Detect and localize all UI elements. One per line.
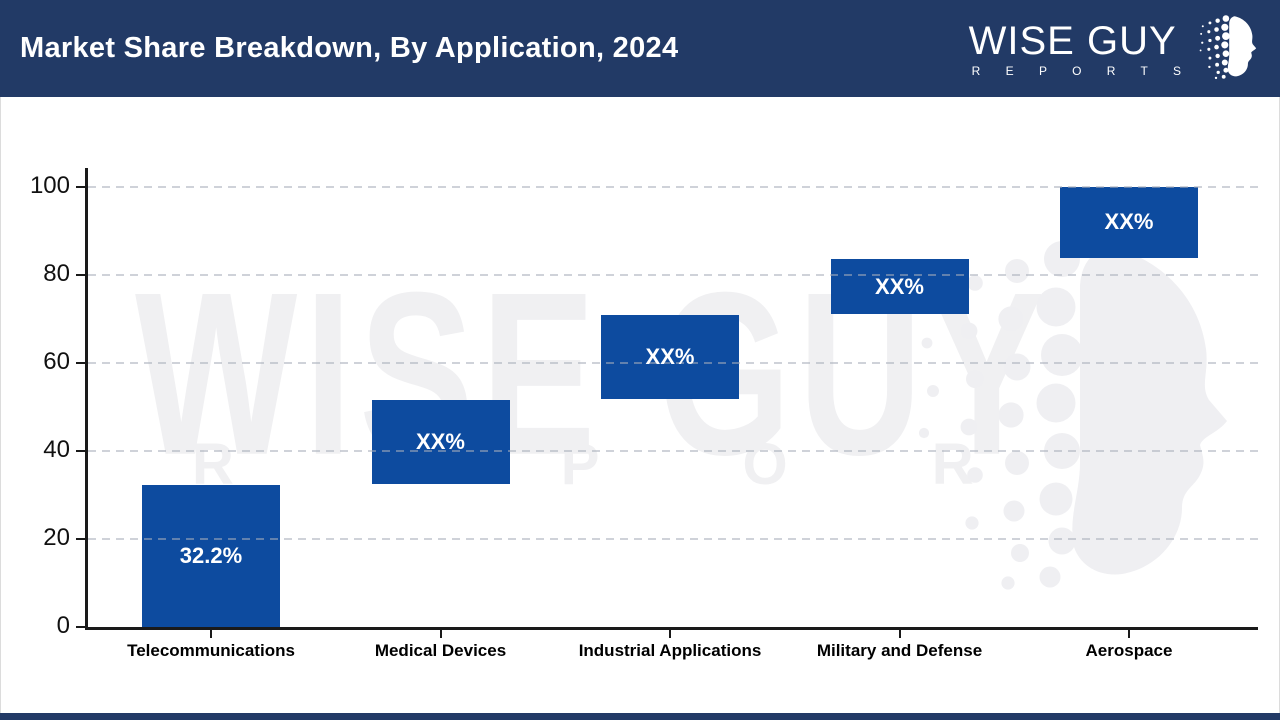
x-tick-mark-4 bbox=[1128, 630, 1130, 638]
gridline-80 bbox=[88, 274, 1262, 276]
gridline-100 bbox=[88, 186, 1262, 188]
bar-value-label-1: XX% bbox=[416, 428, 465, 454]
bar-4 bbox=[1060, 187, 1198, 258]
gridline-60 bbox=[88, 362, 1262, 364]
wiseguy-head-icon bbox=[1194, 13, 1260, 85]
y-tick-mark-20 bbox=[76, 538, 85, 540]
y-tick-mark-0 bbox=[76, 626, 85, 628]
wiseguy-logo: WISE GUY R E P O R T S bbox=[969, 13, 1260, 85]
bar-1 bbox=[371, 399, 510, 484]
y-tick-mark-40 bbox=[76, 450, 85, 452]
gridline-40 bbox=[88, 450, 1262, 452]
bar-value-label-2: XX% bbox=[645, 344, 695, 370]
wiseguy-logo-text: WISE GUY R E P O R T S bbox=[969, 21, 1192, 77]
footer-strip bbox=[0, 713, 1280, 720]
bar-0 bbox=[142, 485, 280, 627]
x-tick-mark-1 bbox=[439, 630, 442, 638]
bar-3 bbox=[830, 259, 969, 315]
bar-2 bbox=[601, 315, 739, 400]
bar-value-label-3: XX% bbox=[875, 273, 924, 299]
wiseguy-wordmark: WISE GUY bbox=[968, 18, 1177, 63]
y-tick-label-0: 0 bbox=[56, 612, 70, 639]
chart-title: Market Share Breakdown, By Application, … bbox=[20, 32, 679, 64]
category-label-4: Aerospace bbox=[1085, 641, 1173, 660]
header-banner: Market Share Breakdown, By Application, … bbox=[0, 0, 1280, 97]
y-tick-mark-60 bbox=[76, 362, 85, 364]
y-tick-label-80: 80 bbox=[43, 260, 70, 287]
category-label-3: Military and Defense bbox=[816, 641, 983, 660]
y-axis-spine bbox=[85, 168, 88, 630]
y-tick-label-20: 20 bbox=[43, 524, 70, 551]
y-tick-label-100: 100 bbox=[29, 172, 70, 199]
watermark-reports-text: R E P O R T S bbox=[192, 432, 1280, 497]
y-tick-mark-100 bbox=[76, 186, 85, 188]
y-tick-label-60: 60 bbox=[43, 348, 70, 375]
y-tick-mark-80 bbox=[76, 274, 85, 276]
category-label-2: Industrial Applications bbox=[578, 641, 762, 660]
bar-value-label-0: 32.2% bbox=[179, 543, 243, 569]
category-label-0: Telecommunications bbox=[127, 641, 295, 660]
x-tick-mark-2 bbox=[669, 630, 671, 638]
y-tick-label-40: 40 bbox=[43, 436, 70, 463]
wiseguy-reports-text: R E P O R T S bbox=[971, 63, 1192, 78]
x-tick-mark-3 bbox=[898, 630, 901, 638]
gridline-20 bbox=[88, 538, 1262, 540]
x-tick-mark-0 bbox=[210, 630, 212, 638]
category-label-1: Medical Devices bbox=[374, 641, 507, 660]
bar-value-label-4: XX% bbox=[1104, 209, 1154, 235]
x-axis-spine bbox=[85, 627, 1258, 630]
